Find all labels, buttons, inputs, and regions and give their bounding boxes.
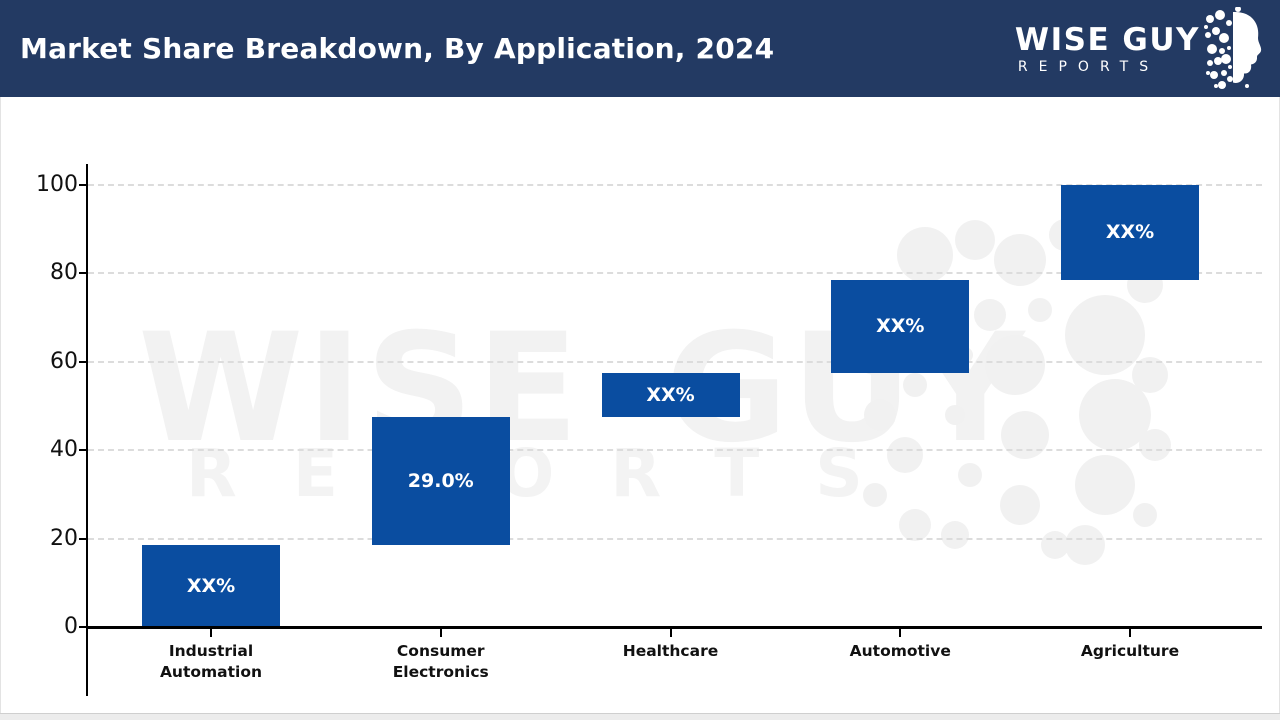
gridline-80 — [88, 272, 1262, 274]
x-category-label-4: Agriculture — [1080, 642, 1180, 660]
x-tick-mark-2 — [669, 629, 672, 637]
logo-head-icon — [1204, 6, 1262, 89]
x-category-label-3: Automotive — [849, 642, 951, 660]
x-tick-mark-4 — [1129, 629, 1131, 637]
y-tick-mark-80 — [79, 272, 87, 274]
x-tick-mark-3 — [899, 629, 902, 637]
y-tick-mark-100 — [79, 183, 87, 186]
x-category-label-0: Industrial Automation — [159, 642, 263, 681]
watermark-subtitle-text: REPORTS — [186, 435, 919, 512]
page-title: Market Share Breakdown, By Application, … — [20, 32, 775, 65]
y-tick-label-0: 0 — [64, 614, 78, 639]
chart-canvas: WISE GUY REPORTS 0 20 40 60 80 — [0, 97, 1280, 714]
y-tick-mark-40 — [79, 449, 87, 451]
y-axis-line — [86, 164, 88, 696]
y-tick-mark-60 — [79, 360, 87, 363]
x-category-label-2: Healthcare — [622, 642, 719, 660]
x-tick-mark-1 — [439, 629, 442, 637]
bar-value-label: XX% — [1105, 221, 1155, 244]
page-bottom-margin — [0, 714, 1280, 720]
y-tick-label-20: 20 — [50, 525, 78, 551]
bar-consumer-electronics: 29.0% — [371, 416, 510, 546]
x-axis-line — [86, 626, 1262, 629]
y-tick-label-100: 100 — [36, 171, 78, 197]
bar-value-label: XX% — [646, 383, 695, 406]
logo-title-text: WISE GUY — [1014, 21, 1200, 58]
logo-subtitle-text: REPORTS — [1017, 58, 1160, 75]
bar-value-label: 29.0% — [407, 469, 474, 492]
x-tick-mark-0 — [210, 629, 212, 637]
bar-automotive: XX% — [831, 279, 970, 373]
bar-agriculture: XX% — [1061, 184, 1199, 280]
page-bottom-border — [0, 713, 1280, 714]
bar-healthcare: XX% — [601, 372, 740, 417]
y-tick-label-80: 80 — [50, 260, 78, 285]
page-left-border — [0, 97, 1, 714]
wise-guy-logo: WISE GUY REPORTS — [1015, 6, 1280, 91]
gridline-100 — [88, 183, 1262, 186]
bar-value-label: XX% — [186, 575, 236, 598]
x-category-label-1: Consumer Electronics — [392, 642, 489, 681]
bar-industrial-automation: XX% — [142, 545, 280, 627]
y-tick-label-60: 60 — [50, 348, 78, 374]
gridline-40 — [88, 449, 1262, 451]
y-tick-label-40: 40 — [50, 437, 78, 462]
gridline-60 — [88, 360, 1262, 363]
y-tick-mark-0 — [79, 626, 87, 628]
y-tick-mark-20 — [79, 537, 87, 540]
header-bar: Market Share Breakdown, By Application, … — [0, 0, 1280, 97]
bar-value-label: XX% — [876, 315, 925, 338]
logo-wordmark: WISE GUY REPORTS — [1015, 23, 1200, 75]
gridline-20 — [88, 537, 1262, 540]
